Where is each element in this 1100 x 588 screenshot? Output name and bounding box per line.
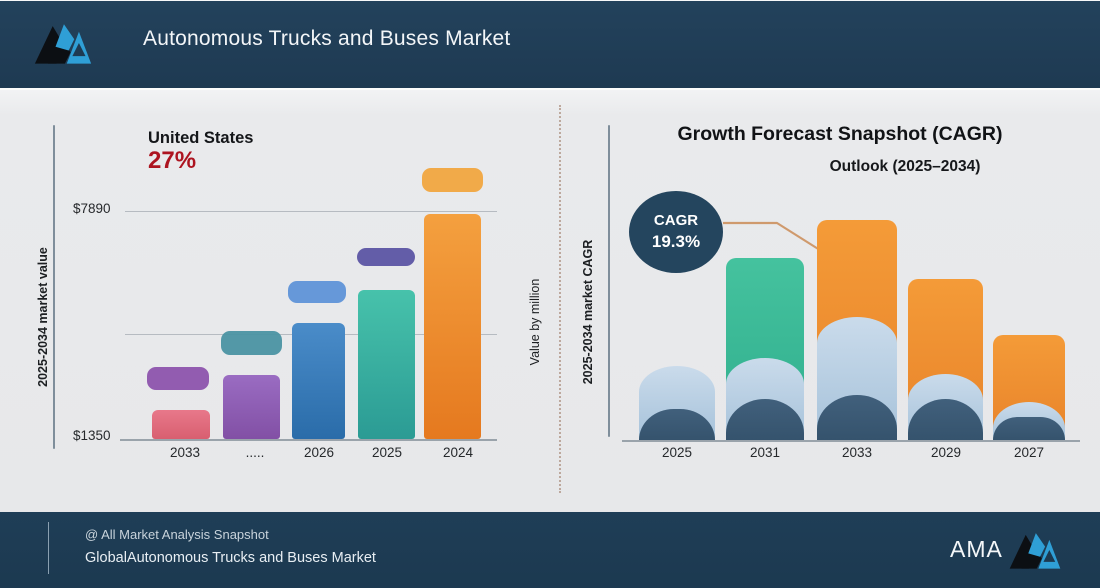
left-chart-y-axis bbox=[53, 125, 55, 449]
footer-snapshot-text: @ All Market Analysis Snapshot bbox=[85, 527, 269, 542]
footer-market-text: GlobalAutonomous Trucks and Buses Market bbox=[85, 550, 376, 566]
right-xtick-2027: 2027 bbox=[1013, 445, 1045, 460]
left-xtick-2025: 2025 bbox=[371, 445, 403, 460]
left-bar-..... bbox=[223, 375, 280, 439]
right-chart-y-axis bbox=[608, 125, 610, 437]
footer-bar: @ All Market Analysis Snapshot GlobalAut… bbox=[0, 512, 1100, 588]
left-bar-2033 bbox=[152, 410, 210, 439]
left-xtick-2033: 2033 bbox=[169, 445, 201, 460]
right-chart-subtitle: Outlook (2025–2034) bbox=[829, 158, 981, 175]
left-chart-region-label: United States bbox=[148, 129, 254, 147]
left-xtick-2026: 2026 bbox=[303, 445, 335, 460]
left-float-segment-..... bbox=[221, 331, 282, 355]
footer-ama-mountain-logo-icon bbox=[1009, 533, 1061, 569]
right-chart-y-axis-label: 2025-2034 market CAGR bbox=[581, 239, 595, 385]
left-chart-gridline-top bbox=[125, 211, 497, 212]
cagr-connector-line bbox=[723, 221, 824, 253]
right-chart-baseline bbox=[622, 440, 1080, 442]
panel-divider bbox=[559, 105, 561, 493]
cagr-badge: CAGR 19.3% bbox=[629, 191, 723, 273]
left-xtick-.....: ..... bbox=[245, 445, 265, 460]
left-bar-2026 bbox=[292, 323, 345, 439]
left-bar-2025 bbox=[358, 290, 415, 439]
left-chart-baseline bbox=[120, 439, 497, 441]
left-chart-side-label: Value by million bbox=[528, 278, 542, 366]
right-bar-2027-segment-navy bbox=[993, 417, 1065, 440]
cagr-badge-value: 19.3% bbox=[651, 231, 701, 251]
cagr-badge-label: CAGR bbox=[653, 212, 699, 229]
right-xtick-2033: 2033 bbox=[841, 445, 873, 460]
left-float-segment-2025 bbox=[357, 248, 415, 266]
right-chart-title: Growth Forecast Snapshot (CAGR) bbox=[677, 123, 1003, 145]
left-chart-ytick-top: $7890 bbox=[73, 201, 111, 216]
page-title: Autonomous Trucks and Buses Market bbox=[143, 27, 511, 50]
left-chart-y-axis-label: 2025-2034 market value bbox=[36, 247, 50, 387]
left-float-segment-2024 bbox=[422, 168, 483, 192]
right-xtick-2029: 2029 bbox=[930, 445, 962, 460]
ama-mountain-logo-icon bbox=[34, 24, 92, 64]
left-float-segment-2033 bbox=[147, 367, 209, 390]
left-float-segment-2026 bbox=[288, 281, 346, 303]
left-bar-2024 bbox=[424, 214, 481, 439]
right-xtick-2025: 2025 bbox=[661, 445, 693, 460]
footer-separator bbox=[48, 522, 49, 574]
content-area: United States 27% $7890 $1350 2033..... 2… bbox=[0, 88, 1100, 514]
left-chart-percent-value: 27% bbox=[148, 147, 197, 174]
header-bar: Autonomous Trucks and Buses Market bbox=[0, 0, 1100, 88]
left-xtick-2024: 2024 bbox=[442, 445, 474, 460]
footer-brand-text: AMA bbox=[950, 536, 1003, 562]
left-chart-ytick-bottom: $1350 bbox=[73, 428, 111, 443]
right-xtick-2031: 2031 bbox=[749, 445, 781, 460]
